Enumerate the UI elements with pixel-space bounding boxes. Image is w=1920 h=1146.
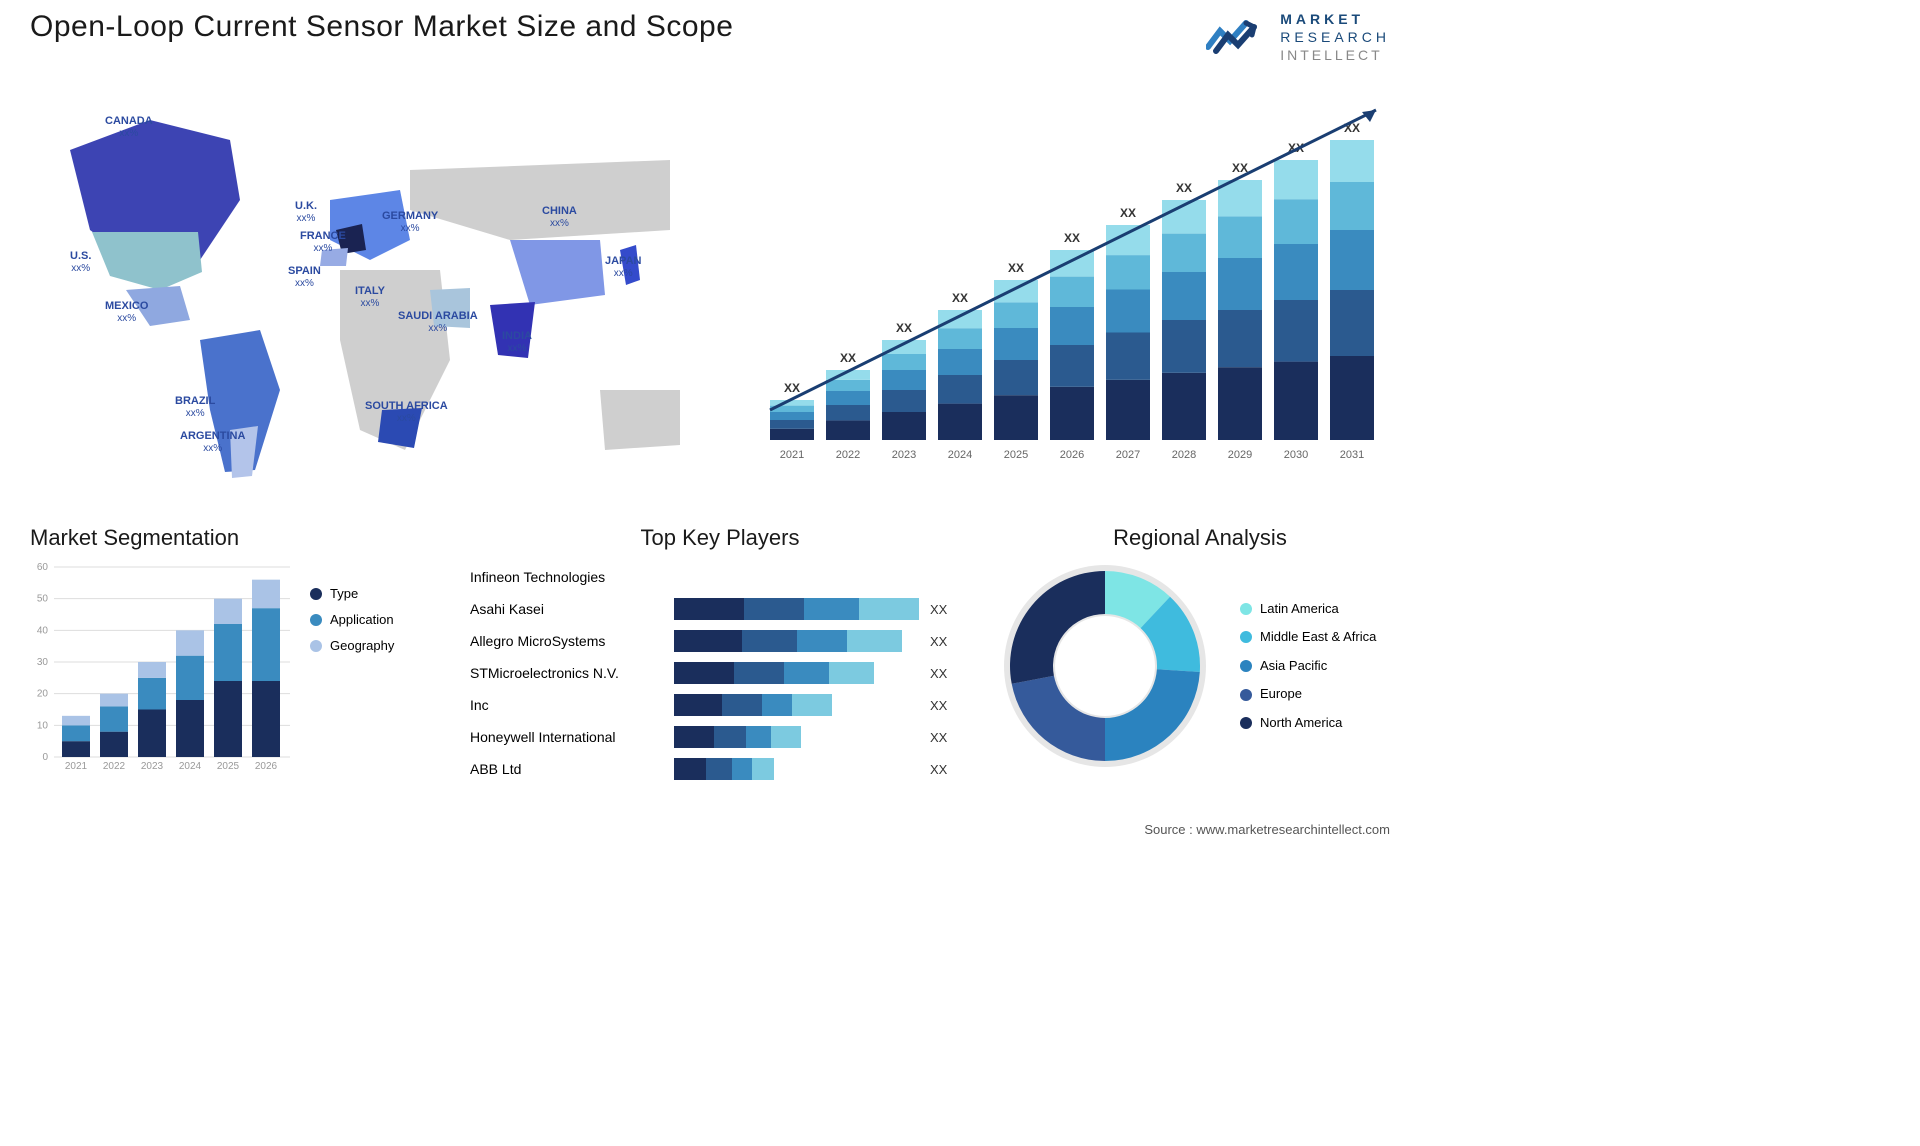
logo-line1: MARKET [1280,10,1390,28]
player-bar [674,694,926,716]
svg-text:10: 10 [37,720,49,731]
players-section: Top Key Players Infineon Technologies Asa… [470,525,970,785]
seg-legend-type: Type [310,581,394,607]
svg-text:20: 20 [37,689,49,700]
map-label-argentina: ARGENTINAxx% [180,430,245,455]
player-name: Infineon Technologies [470,569,670,585]
player-name: Allegro MicroSystems [470,633,670,649]
svg-text:XX: XX [952,291,968,305]
seg-legend-geography: Geography [310,633,394,659]
player-value: XX [930,602,970,617]
players-title: Top Key Players [470,525,970,551]
player-row: ABB Ltd XX [470,753,970,785]
region-legend-item: Middle East & Africa [1240,623,1376,652]
svg-text:2024: 2024 [948,449,972,461]
svg-text:2025: 2025 [217,761,240,771]
logo-mark-icon [1206,17,1270,57]
map-label-germany: GERMANYxx% [382,210,438,235]
map-label-canada: CANADAxx% [105,115,153,140]
svg-text:XX: XX [840,351,856,365]
player-name: Inc [470,697,670,713]
segmentation-title: Market Segmentation [30,525,450,551]
world-map: CANADAxx% U.S.xx% MEXICOxx% BRAZILxx% ARGENT… [30,90,710,490]
map-label-india: INDIAxx% [502,330,532,355]
svg-text:2024: 2024 [179,761,202,771]
player-bar [674,758,926,780]
svg-text:60: 60 [37,562,49,573]
svg-text:2022: 2022 [103,761,126,771]
svg-text:2021: 2021 [780,449,804,461]
map-label-saudi-arabia: SAUDI ARABIAxx% [398,310,478,335]
seg-legend-application: Application [310,607,394,633]
player-value: XX [930,698,970,713]
svg-text:XX: XX [1120,206,1136,220]
page-title: Open-Loop Current Sensor Market Size and… [30,10,733,44]
regional-legend: Latin AmericaMiddle East & AfricaAsia Pa… [1240,595,1376,738]
map-label-china: CHINAxx% [542,205,577,230]
map-label-u-k-: U.K.xx% [295,200,317,225]
map-label-japan: JAPANxx% [605,255,641,280]
segmentation-legend: TypeApplicationGeography [310,581,394,771]
svg-text:2031: 2031 [1340,449,1364,461]
svg-text:XX: XX [784,381,800,395]
svg-text:XX: XX [896,321,912,335]
map-label-spain: SPAINxx% [288,265,321,290]
growth-chart: XX 2021 XX 2022 XX 2023 XX 2024 XX 2025 XX 2026 XX 20… [760,100,1390,480]
brand-logo: MARKET RESEARCH INTELLECT [1206,10,1390,65]
player-bar [674,726,926,748]
svg-text:0: 0 [42,752,48,763]
svg-text:2028: 2028 [1172,449,1196,461]
svg-text:40: 40 [37,625,49,636]
svg-text:2021: 2021 [65,761,88,771]
region-legend-item: Asia Pacific [1240,652,1376,681]
svg-text:2023: 2023 [141,761,164,771]
player-row: STMicroelectronics N.V. XX [470,657,970,689]
svg-text:2022: 2022 [836,449,860,461]
map-label-france: FRANCExx% [300,230,346,255]
player-value: XX [930,666,970,681]
player-value: XX [930,730,970,745]
player-row: Infineon Technologies [470,561,970,593]
svg-text:2025: 2025 [1004,449,1028,461]
player-row: Inc XX [470,689,970,721]
svg-text:2030: 2030 [1284,449,1308,461]
player-value: XX [930,762,970,777]
player-bar [674,598,926,620]
svg-text:2026: 2026 [1060,449,1084,461]
logo-line2: RESEARCH [1280,28,1390,46]
segmentation-section: Market Segmentation 0 10 20 30 40 50 60 2021 202… [30,525,450,771]
player-name: STMicroelectronics N.V. [470,665,670,681]
map-label-brazil: BRAZILxx% [175,395,215,420]
player-name: ABB Ltd [470,761,670,777]
region-legend-item: North America [1240,709,1376,738]
svg-text:2026: 2026 [255,761,278,771]
svg-text:XX: XX [1176,181,1192,195]
region-legend-item: Europe [1240,680,1376,709]
player-row: Allegro MicroSystems XX [470,625,970,657]
regional-title: Regional Analysis [1000,525,1400,551]
svg-text:30: 30 [37,657,49,668]
player-name: Honeywell International [470,729,670,745]
svg-text:50: 50 [37,594,49,605]
svg-text:XX: XX [1008,261,1024,275]
region-legend-item: Latin America [1240,595,1376,624]
player-bar [674,662,926,684]
player-name: Asahi Kasei [470,601,670,617]
svg-text:2029: 2029 [1228,449,1252,461]
map-label-mexico: MEXICOxx% [105,300,148,325]
player-row: Asahi Kasei XX [470,593,970,625]
player-bar [674,630,926,652]
svg-text:XX: XX [1064,231,1080,245]
source-line: Source : www.marketresearchintellect.com [1144,822,1390,837]
map-label-u-s-: U.S.xx% [70,250,91,275]
player-value: XX [930,634,970,649]
map-label-italy: ITALYxx% [355,285,385,310]
map-label-south-africa: SOUTH AFRICAxx% [365,400,448,425]
regional-section: Regional Analysis Latin AmericaMiddle Ea… [1000,525,1400,771]
svg-text:2023: 2023 [892,449,916,461]
logo-line3: INTELLECT [1280,46,1390,64]
player-row: Honeywell International XX [470,721,970,753]
svg-text:2027: 2027 [1116,449,1140,461]
